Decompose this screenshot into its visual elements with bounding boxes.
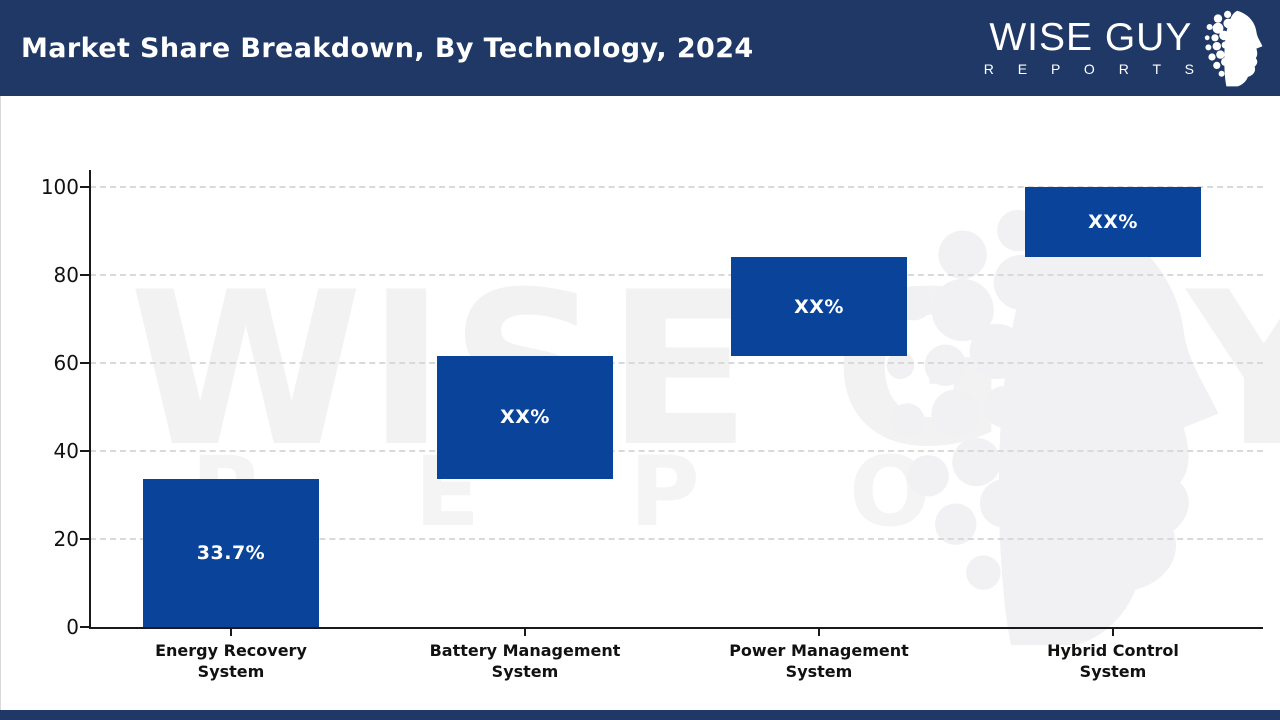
- page-title: Market Share Breakdown, By Technology, 2…: [21, 32, 754, 64]
- y-tick-label-80: 80: [53, 263, 79, 287]
- x-category-label-3: Hybrid Control System: [973, 641, 1253, 683]
- gridline-40: [90, 450, 1263, 452]
- x-tick-1: [524, 627, 526, 636]
- x-category-line: System: [1079, 661, 1147, 681]
- head-profile-icon: [1204, 10, 1263, 87]
- y-tick-label-60: 60: [53, 351, 79, 375]
- logo-text: WISE GUY R E P O R T S: [978, 16, 1204, 77]
- bar-0: 33.7%: [143, 478, 319, 627]
- gridline-80: [90, 274, 1263, 276]
- x-category-line: Energy Recovery: [155, 641, 307, 660]
- bar-value-label-0: 33.7%: [196, 541, 266, 564]
- bar-2: XX%: [731, 257, 907, 356]
- x-category-line: Hybrid Control: [1047, 641, 1179, 660]
- x-tick-0: [230, 627, 232, 636]
- bar-value-label-1: XX%: [500, 406, 550, 429]
- y-tick-label-100: 100: [40, 175, 79, 199]
- x-category-line: System: [491, 661, 559, 681]
- y-tick-0: [80, 626, 89, 628]
- bar-3: XX%: [1025, 187, 1201, 258]
- y-tick-label-0: 0: [66, 615, 79, 639]
- header-bar: Market Share Breakdown, By Technology, 2…: [0, 0, 1280, 96]
- wise-guy-logo: WISE GUY R E P O R T S: [984, 0, 1266, 96]
- bar-value-label-3: XX%: [1088, 211, 1138, 234]
- y-tick-20: [80, 538, 89, 540]
- y-tick-40: [80, 450, 89, 452]
- bar-1: XX%: [437, 355, 613, 479]
- y-tick-60: [80, 362, 89, 364]
- logo-subtitle: R E P O R T S: [983, 60, 1204, 77]
- x-category-line: Battery Management: [429, 641, 621, 660]
- x-category-label-2: Power Management System: [679, 641, 959, 683]
- gridline-60: [90, 362, 1263, 364]
- y-tick-100: [80, 186, 89, 188]
- y-axis-line: [89, 170, 91, 629]
- footer-bar: [0, 710, 1280, 720]
- x-tick-3: [1112, 627, 1114, 636]
- gridline-20: [90, 538, 1263, 540]
- x-category-label-1: Battery Management System: [385, 641, 665, 683]
- x-axis-line: [89, 627, 1263, 629]
- x-category-label-0: Energy Recovery System: [91, 641, 371, 683]
- x-category-line: System: [197, 661, 265, 681]
- y-tick-label-40: 40: [53, 439, 79, 463]
- x-category-line: System: [785, 661, 853, 681]
- gridline-100: [90, 186, 1263, 188]
- y-tick-label-20: 20: [53, 527, 79, 551]
- x-tick-2: [818, 627, 820, 636]
- y-tick-80: [80, 274, 89, 276]
- x-category-line: Power Management: [729, 641, 909, 660]
- chart-canvas: WISE GUY R E P O R T S 02040608010033.7%…: [0, 96, 1280, 710]
- logo-name: WISE GUY: [989, 16, 1193, 59]
- bar-value-label-2: XX%: [794, 295, 844, 318]
